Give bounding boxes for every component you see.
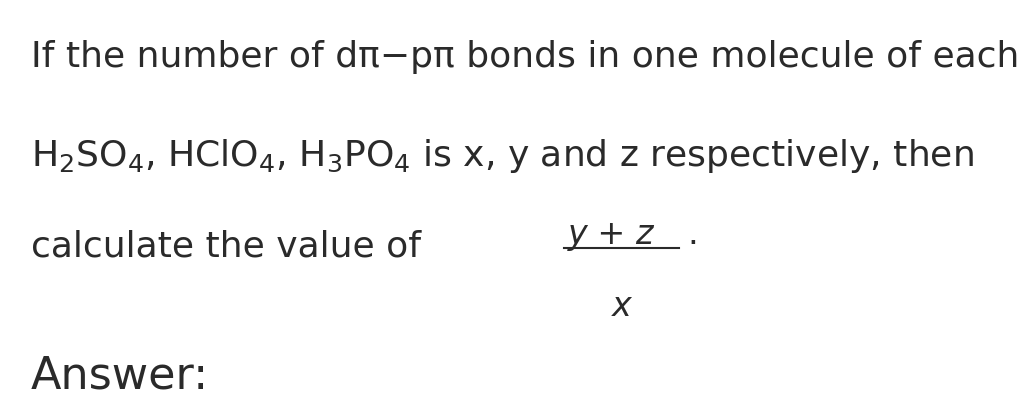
Text: $\mathrm{H_2SO_4}$, $\mathrm{HClO_4}$, $\mathrm{H_3PO_4}$ is x, y and z respecti: $\mathrm{H_2SO_4}$, $\mathrm{HClO_4}$, $… bbox=[31, 137, 974, 175]
Text: y + z: y + z bbox=[568, 218, 654, 251]
Text: Answer:: Answer: bbox=[31, 355, 209, 398]
Text: .: . bbox=[687, 218, 697, 251]
Text: If the number of dπ−pπ bonds in one molecule of each: If the number of dπ−pπ bonds in one mole… bbox=[31, 40, 1019, 74]
Text: calculate the value of: calculate the value of bbox=[31, 230, 432, 264]
Text: x: x bbox=[611, 290, 632, 323]
